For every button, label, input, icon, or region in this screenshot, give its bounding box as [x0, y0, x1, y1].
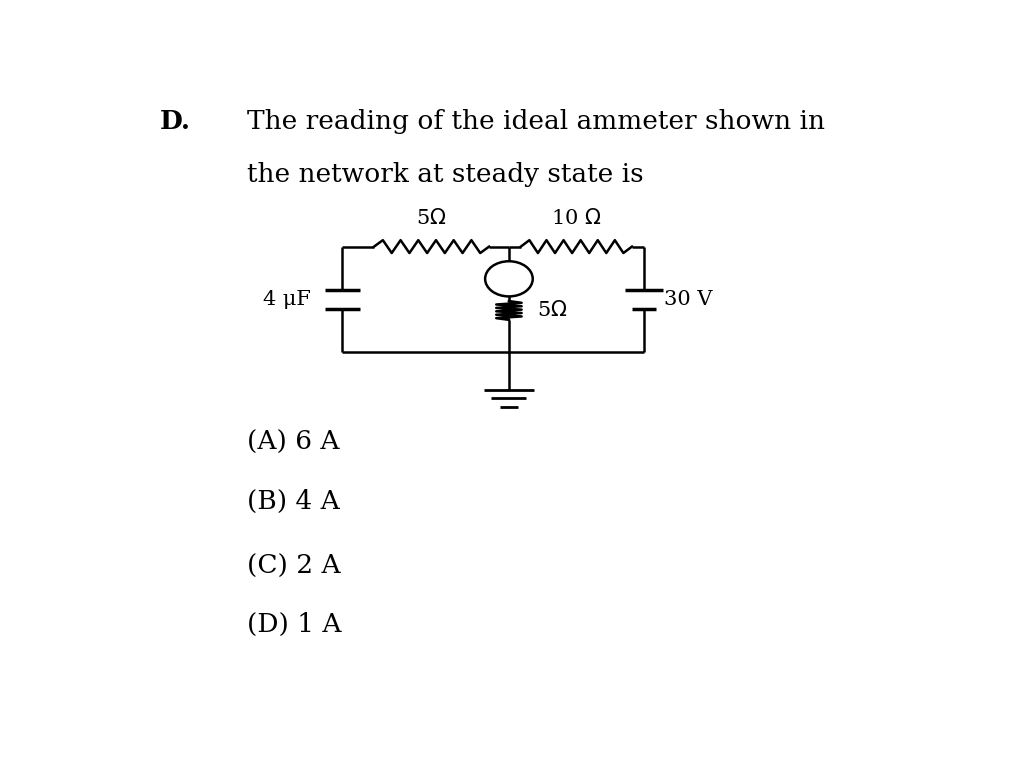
Text: (B) 4 A: (B) 4 A	[247, 489, 340, 514]
Text: (C) 2 A: (C) 2 A	[247, 553, 341, 578]
Text: 30 V: 30 V	[664, 290, 712, 309]
Text: 4 μF: 4 μF	[262, 290, 310, 309]
Text: (A) 6 A: (A) 6 A	[247, 431, 340, 455]
Text: 10 $\Omega$: 10 $\Omega$	[551, 208, 601, 228]
Text: 5$\Omega$: 5$\Omega$	[537, 301, 567, 320]
Text: The reading of the ideal ammeter shown in: The reading of the ideal ammeter shown i…	[247, 109, 825, 134]
Text: A: A	[503, 270, 515, 288]
Text: (D) 1 A: (D) 1 A	[247, 612, 342, 637]
Circle shape	[485, 261, 532, 297]
Text: the network at steady state is: the network at steady state is	[247, 161, 644, 186]
Text: 5$\Omega$: 5$\Omega$	[417, 208, 446, 228]
Text: D.: D.	[160, 109, 190, 134]
